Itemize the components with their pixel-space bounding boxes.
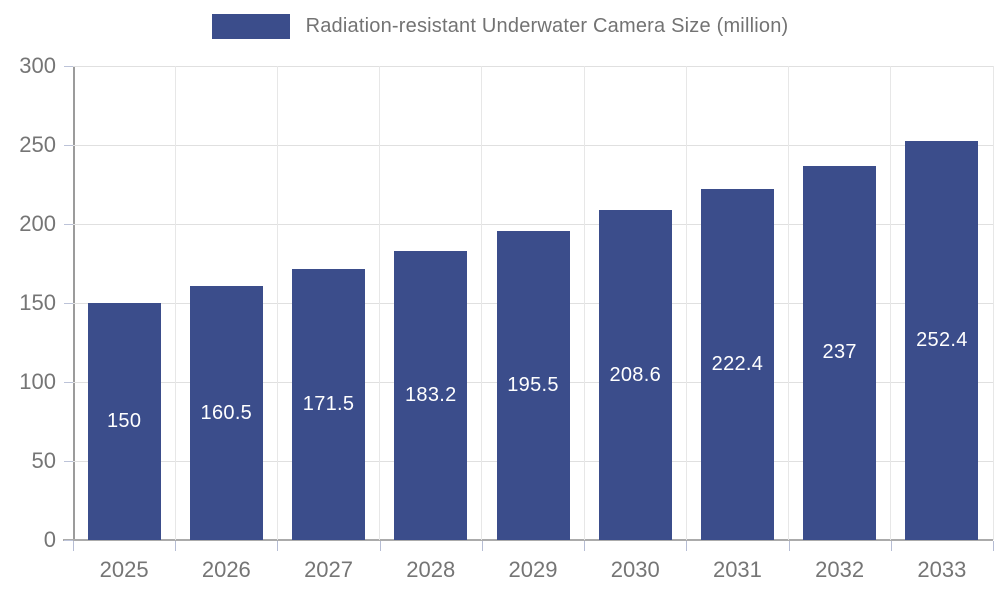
x-tick-mark [993,541,994,551]
vertical-gridline [992,66,994,540]
y-tick-mark [64,540,73,541]
bar: 150 [87,303,161,540]
y-tick-mark [64,382,73,383]
x-tick-mark [788,541,790,551]
bar: 237 [803,165,877,540]
bar: 160.5 [189,286,263,540]
vertical-gridline [276,66,278,540]
x-tick-mark [175,541,177,551]
y-tick-mark [64,303,73,304]
vertical-gridline [174,66,176,540]
y-tick-mark [64,145,73,146]
x-tick-label: 2027 [304,557,354,582]
horizontal-gridline [73,223,993,225]
bar-value-label: 222.4 [711,352,764,375]
x-tick-label: 2026 [201,557,251,582]
bar-value-label: 160.5 [200,401,253,424]
bar: 208.6 [598,210,672,540]
y-tick-label: 100 [19,369,56,394]
plot-area: 150 160.5 171.5 183.2 195.5 208.6 222.4 237 252.… [73,65,994,540]
horizontal-gridline [73,144,993,146]
y-tick-label: 150 [19,290,56,315]
vertical-gridline [890,66,892,540]
bar-value-label: 252.4 [916,329,968,352]
y-tick-label: 300 [19,53,56,78]
x-tick-label: 2032 [815,557,865,582]
chart-legend: Radiation-resistant Underwater Camera Si… [0,14,1000,39]
legend-swatch [211,14,290,39]
y-tick-label: 200 [19,211,56,236]
bar-value-label: 208.6 [609,363,661,386]
vertical-gridline [481,66,483,540]
x-tick-mark [686,541,688,551]
x-tick-label: 2031 [712,557,762,582]
bar-value-label: 171.5 [302,393,355,415]
x-tick-label: 2033 [917,557,967,582]
x-tick-mark [890,541,892,551]
bar: 195.5 [496,231,570,540]
x-tick-mark [277,541,279,551]
legend-label: Radiation-resistant Underwater Camera Si… [305,15,789,37]
vertical-gridline [788,66,790,540]
x-tick-label: 2030 [610,557,660,582]
bar: 252.4 [905,141,979,540]
x-tick-label: 2028 [406,557,456,582]
bar: 183.2 [394,250,468,540]
x-tick-label: 2029 [508,557,558,582]
bar-value-label: 237 [822,341,857,364]
x-tick-mark [481,541,483,551]
vertical-gridline [685,66,687,540]
y-tick-mark [64,224,73,225]
y-tick-mark [64,461,73,462]
bar: 222.4 [700,188,774,540]
x-tick-mark [73,541,74,551]
bar-value-label: 150 [106,410,142,432]
bar-value-label: 195.5 [507,374,559,397]
vertical-gridline [379,66,381,540]
bar-value-label: 183.2 [404,383,457,406]
x-tick-label: 2025 [99,557,149,582]
bar: 171.5 [292,269,366,540]
vertical-gridline [583,66,585,540]
x-axis-line [63,539,993,541]
y-tick-mark [64,66,73,67]
x-tick-mark [584,541,586,551]
y-tick-label: 50 [31,448,56,473]
horizontal-gridline [73,65,993,67]
y-tick-label: 250 [19,132,56,157]
x-tick-mark [379,541,381,551]
y-tick-label: 0 [43,527,56,552]
